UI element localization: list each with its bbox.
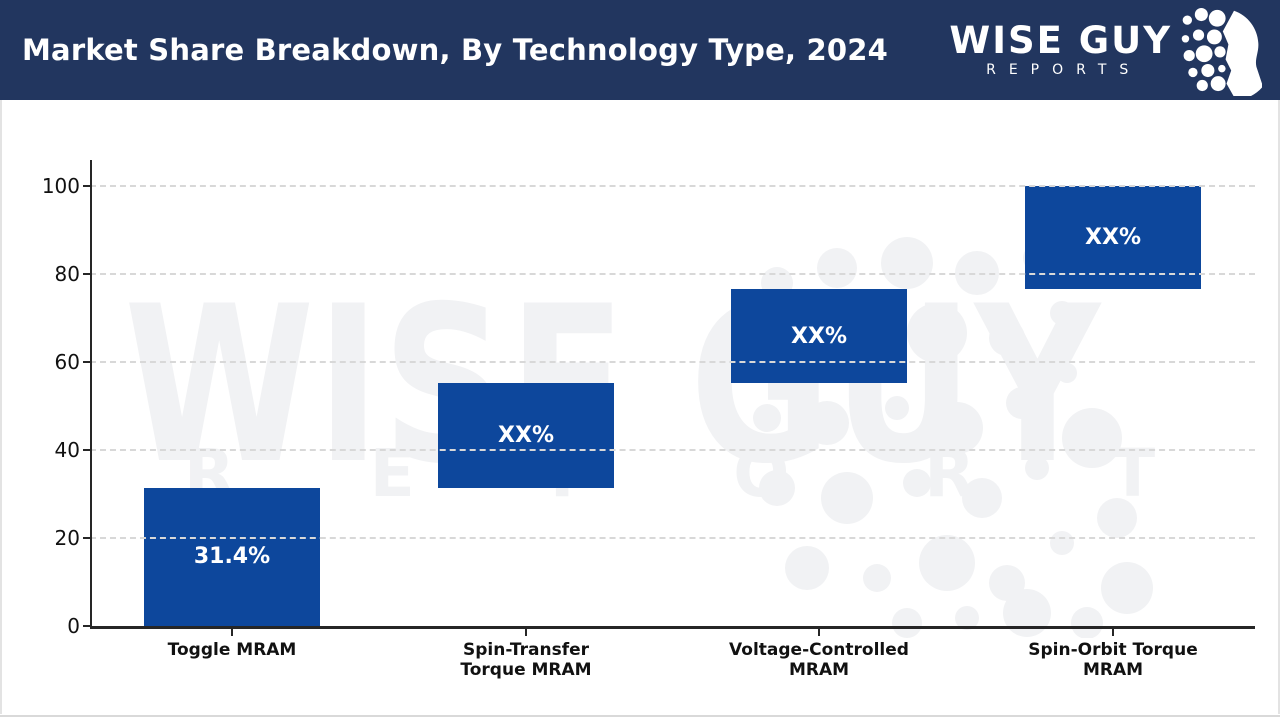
x-axis-category-label: Voltage-Controlled MRAM <box>729 640 909 680</box>
gridline <box>90 185 1255 187</box>
x-axis-tick <box>818 629 820 636</box>
bar-value-label: 31.4% <box>193 544 271 570</box>
y-axis-tick-label: 20 <box>54 526 80 550</box>
brand-face-icon <box>1181 8 1262 96</box>
x-axis-category-label: Spin-Transfer Torque MRAM <box>460 640 592 680</box>
brand-logo: WISE GUY REPORTS <box>949 4 1262 96</box>
brand-wordmark: WISE GUY REPORTS <box>949 22 1172 78</box>
gridline <box>90 449 1255 451</box>
page-title: Market Share Breakdown, By Technology Ty… <box>22 33 889 67</box>
gridline <box>90 273 1255 275</box>
x-axis-tick <box>1112 629 1114 636</box>
y-axis-tick-label: 80 <box>54 262 80 286</box>
bar-value-label: XX% <box>498 422 554 448</box>
x-axis-tick <box>525 629 527 636</box>
x-axis-category-label: Toggle MRAM <box>167 640 297 660</box>
y-axis-tick-label: 0 <box>67 614 80 638</box>
chart-canvas: WISE GUY R E P O R T S 31.4% XX% XX% XX% 0 20… <box>0 100 1280 714</box>
y-axis-tick <box>83 361 90 363</box>
y-axis-tick <box>83 273 90 275</box>
brand-subname: REPORTS <box>986 62 1142 78</box>
y-axis-tick-label: 40 <box>54 438 80 462</box>
header: Market Share Breakdown, By Technology Ty… <box>0 0 1280 100</box>
bar-segment: XX% <box>731 289 907 383</box>
x-axis-line <box>90 626 1255 629</box>
x-axis-tick <box>231 629 233 636</box>
bar-segment: 31.4% <box>144 487 320 626</box>
bar-segment: XX% <box>438 382 614 488</box>
y-axis-tick <box>83 449 90 451</box>
gridline <box>90 361 1255 363</box>
y-axis-tick-label: 100 <box>41 174 80 198</box>
y-axis-line <box>90 160 92 629</box>
gridline <box>90 537 1255 539</box>
bar-segment: XX% <box>1025 186 1201 290</box>
y-axis-tick <box>83 625 90 627</box>
y-axis-tick-label: 60 <box>54 350 80 374</box>
bar-value-label: XX% <box>1085 225 1141 251</box>
brand-name: WISE GUY <box>949 19 1172 62</box>
x-axis-category-label: Spin-Orbit Torque MRAM <box>1028 640 1198 680</box>
y-axis-tick <box>83 185 90 187</box>
bar-value-label: XX% <box>791 323 847 349</box>
y-axis-tick <box>83 537 90 539</box>
footer-divider <box>0 715 1280 717</box>
